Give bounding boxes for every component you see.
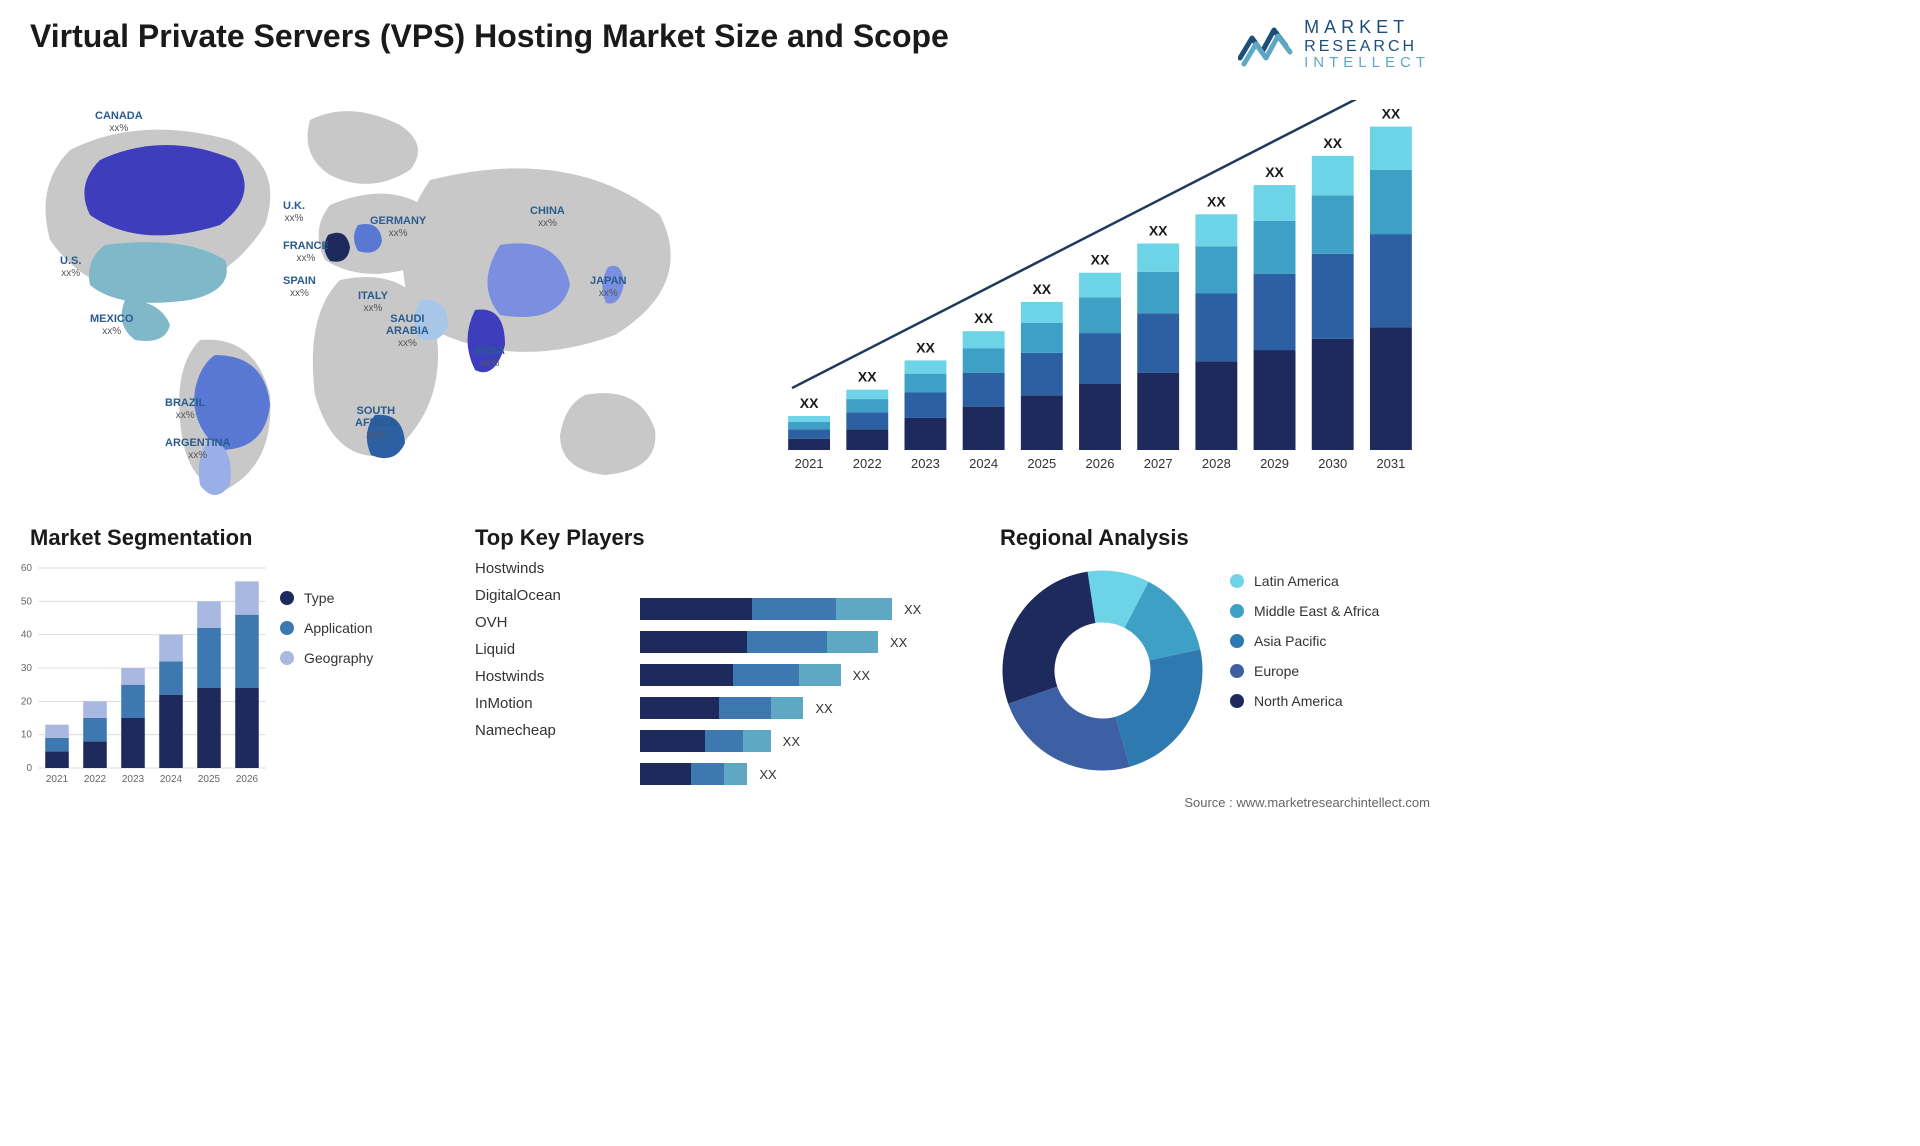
key-players-title: Top Key Players	[475, 525, 975, 551]
legend-item: North America	[1230, 693, 1430, 709]
svg-text:XX: XX	[1207, 193, 1226, 209]
svg-text:2023: 2023	[122, 774, 145, 785]
map-label: SOUTHAFRICAxx%	[355, 405, 397, 441]
svg-text:2028: 2028	[1202, 456, 1231, 471]
map-label: GERMANYxx%	[370, 215, 426, 239]
svg-text:20: 20	[21, 696, 33, 707]
brand-logo: MARKET RESEARCH INTELLECT	[1238, 18, 1430, 72]
svg-text:60: 60	[21, 563, 33, 574]
svg-text:2026: 2026	[236, 774, 259, 785]
logo-text-3: INTELLECT	[1304, 55, 1430, 72]
svg-text:2024: 2024	[969, 456, 998, 471]
map-label: BRAZILxx%	[165, 397, 205, 421]
svg-text:XX: XX	[858, 369, 877, 385]
svg-text:XX: XX	[800, 395, 819, 411]
map-label: MEXICOxx%	[90, 313, 133, 337]
player-label: Hostwinds	[475, 668, 625, 685]
legend-item: Middle East & Africa	[1230, 603, 1430, 619]
svg-text:XX: XX	[1323, 135, 1342, 151]
legend-item: Latin America	[1230, 573, 1430, 589]
map-label: U.S.xx%	[60, 255, 81, 279]
map-label: SAUDIARABIAxx%	[386, 313, 429, 349]
map-label: JAPANxx%	[590, 275, 626, 299]
svg-text:XX: XX	[1265, 164, 1284, 180]
player-bar	[640, 565, 970, 587]
player-label: DigitalOcean	[475, 587, 625, 604]
legend-item: Asia Pacific	[1230, 633, 1430, 649]
svg-text:XX: XX	[916, 339, 935, 355]
svg-text:2029: 2029	[1260, 456, 1289, 471]
svg-text:2025: 2025	[198, 774, 221, 785]
legend-item: Application	[280, 620, 430, 636]
map-label: CANADAxx%	[95, 110, 143, 134]
svg-text:2025: 2025	[1027, 456, 1056, 471]
logo-text-2: RESEARCH	[1304, 38, 1430, 56]
svg-text:2030: 2030	[1318, 456, 1347, 471]
regional-legend: Latin America Middle East & Africa Asia Pa…	[1230, 573, 1430, 723]
legend-item: Geography	[280, 650, 430, 666]
world-map: CANADAxx% U.S.xx% MEXICOxx% BRAZILxx% ARGENT…	[10, 95, 730, 495]
map-label: ITALYxx%	[358, 290, 388, 314]
segmentation-title: Market Segmentation	[30, 525, 450, 551]
source-attribution: Source : www.marketresearchintellect.com	[1184, 795, 1430, 810]
svg-text:30: 30	[21, 663, 33, 674]
player-label: Hostwinds	[475, 560, 625, 577]
legend-item: Type	[280, 590, 430, 606]
svg-text:XX: XX	[1032, 281, 1051, 297]
player-bar: XX	[640, 631, 970, 653]
svg-text:2022: 2022	[853, 456, 882, 471]
map-label: ARGENTINAxx%	[165, 437, 230, 461]
svg-text:40: 40	[21, 630, 33, 641]
svg-text:0: 0	[26, 763, 32, 774]
svg-text:2022: 2022	[84, 774, 107, 785]
svg-text:2024: 2024	[160, 774, 183, 785]
svg-text:XX: XX	[1149, 223, 1168, 239]
svg-text:XX: XX	[1382, 106, 1401, 122]
player-label: Namecheap	[475, 722, 625, 739]
segmentation-legend: Type Application Geography	[280, 590, 430, 680]
svg-text:2021: 2021	[795, 456, 824, 471]
svg-text:50: 50	[21, 596, 33, 607]
svg-text:2031: 2031	[1376, 456, 1405, 471]
regional-title: Regional Analysis	[1000, 525, 1440, 551]
map-label: INDIAxx%	[475, 345, 505, 369]
player-bar: XX	[640, 763, 970, 785]
player-label: Liquid	[475, 641, 625, 658]
svg-text:2021: 2021	[46, 774, 69, 785]
regional-donut	[995, 563, 1210, 778]
page-title: Virtual Private Servers (VPS) Hosting Ma…	[30, 18, 949, 55]
svg-text:10: 10	[21, 730, 33, 741]
map-label: FRANCExx%	[283, 240, 329, 264]
map-label: SPAINxx%	[283, 275, 316, 299]
svg-text:XX: XX	[974, 310, 993, 326]
logo-mark-icon	[1238, 22, 1294, 68]
key-players-bars: XX XX XX XX XX XX	[640, 565, 970, 796]
legend-item: Europe	[1230, 663, 1430, 679]
svg-text:2027: 2027	[1144, 456, 1173, 471]
player-bar: XX	[640, 730, 970, 752]
player-label: InMotion	[475, 695, 625, 712]
key-players-list: Hostwinds DigitalOcean OVH Liquid Hostwinds I…	[475, 560, 625, 749]
svg-text:2026: 2026	[1086, 456, 1115, 471]
market-forecast-chart: XX 2021 XX 2022 XX 2023 XX 2024 XX 2025 XX 2026 XX 20…	[770, 100, 1430, 480]
map-label: U.K.xx%	[283, 200, 305, 224]
player-label: OVH	[475, 614, 625, 631]
player-bar: XX	[640, 598, 970, 620]
player-bar: XX	[640, 664, 970, 686]
segmentation-chart: 0 10 20 30 40 50 60 2021 2022 2023 2024 2025 2026	[10, 560, 270, 790]
map-label: CHINAxx%	[530, 205, 565, 229]
svg-text:2023: 2023	[911, 456, 940, 471]
player-bar: XX	[640, 697, 970, 719]
logo-text-1: MARKET	[1304, 18, 1430, 38]
svg-text:XX: XX	[1091, 252, 1110, 268]
